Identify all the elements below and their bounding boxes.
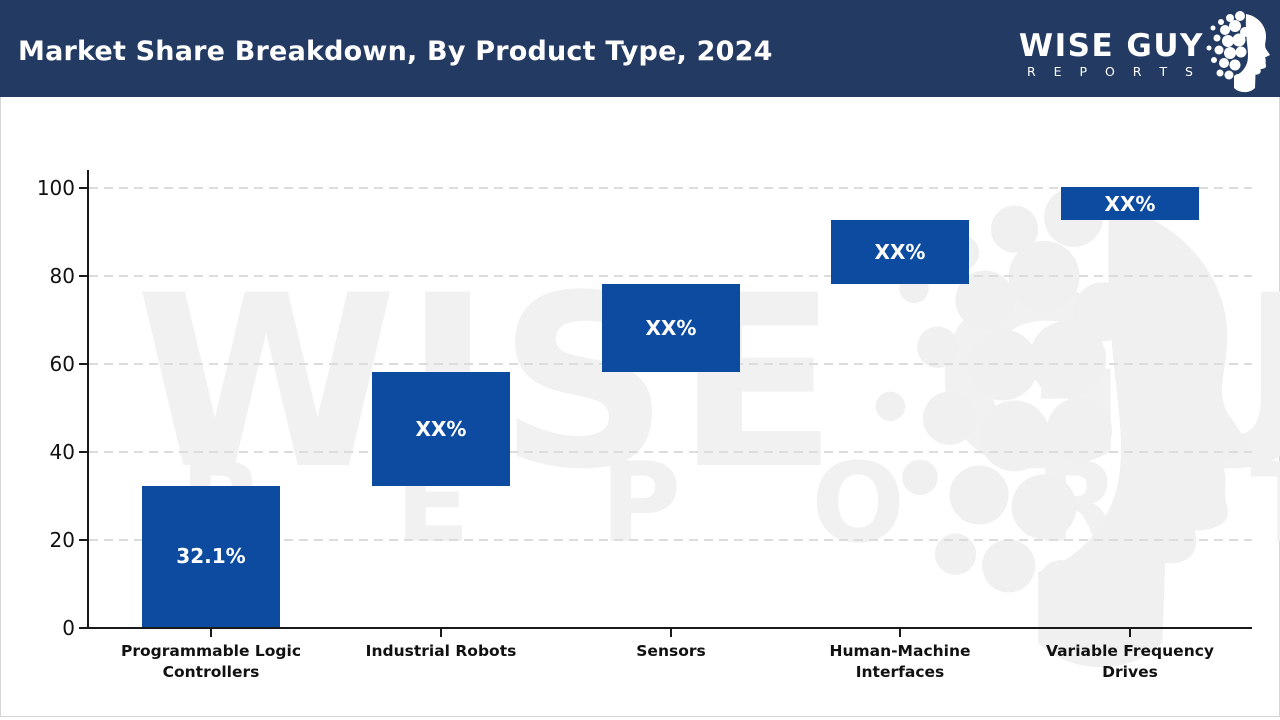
watermark-head-icon: [875, 187, 1251, 668]
bar-segment: XX%: [831, 220, 969, 284]
chart-title: Market Share Breakdown, By Product Type,…: [18, 36, 773, 67]
x-tick-label: Sensors: [636, 642, 706, 660]
gridline: [89, 451, 1252, 453]
x-axis-line: [87, 627, 1252, 629]
logo-wordmark: WISE GUY: [1018, 28, 1204, 64]
header-bar: Market Share Breakdown, By Product Type,…: [0, 0, 1280, 97]
y-tick-mark: [79, 187, 87, 189]
wiseguy-head-icon: [1206, 11, 1270, 93]
y-tick-label: 20: [49, 528, 75, 552]
y-axis-line: [87, 170, 89, 629]
x-tick-label: Human-Machine Interfaces: [829, 642, 971, 681]
y-tick-label: 60: [49, 352, 75, 376]
x-tick-mark: [670, 629, 672, 637]
gridline: [89, 187, 1252, 189]
y-tick-mark: [79, 451, 87, 453]
logo-subtitle: R E P O R T S: [1026, 64, 1200, 79]
x-tick-label: Variable Frequency Drives: [1045, 642, 1215, 681]
gridline: [89, 275, 1252, 277]
waterfall-chart: 0 20 40 60 80 100 32.1% XX% XX% XX% XX% Programmabl…: [0, 97, 1280, 717]
bar-segment: 32.1%: [142, 485, 280, 627]
bar-segment: XX%: [372, 371, 510, 486]
x-tick-mark: [1129, 629, 1131, 637]
y-tick-mark: [79, 275, 87, 277]
y-tick-mark: [79, 363, 87, 365]
bar-value-label: 32.1%: [176, 544, 246, 569]
bar-value-label: XX%: [415, 416, 467, 441]
y-tick-label: 0: [62, 616, 75, 640]
x-tick-label: Industrial Robots: [365, 642, 517, 660]
bar-value-label: XX%: [1104, 191, 1156, 216]
bar-value-label: XX%: [645, 315, 697, 340]
bar-segment: XX%: [602, 283, 740, 372]
x-tick-mark: [899, 629, 901, 637]
x-tick-mark: [210, 629, 212, 637]
x-tick-label: Programmable Logic Controllers: [120, 642, 302, 681]
x-tick-mark: [440, 629, 442, 637]
bar-value-label: XX%: [874, 239, 926, 264]
y-tick-mark: [79, 539, 87, 541]
wiseguy-logo: WISE GUY R E P O R T S: [1002, 4, 1272, 94]
y-tick-mark: [79, 627, 87, 629]
y-tick-label: 100: [36, 176, 75, 200]
gridline: [89, 539, 1252, 541]
bar-segment: XX%: [1061, 187, 1199, 220]
y-tick-label: 40: [49, 440, 75, 464]
y-tick-label: 80: [49, 264, 75, 288]
